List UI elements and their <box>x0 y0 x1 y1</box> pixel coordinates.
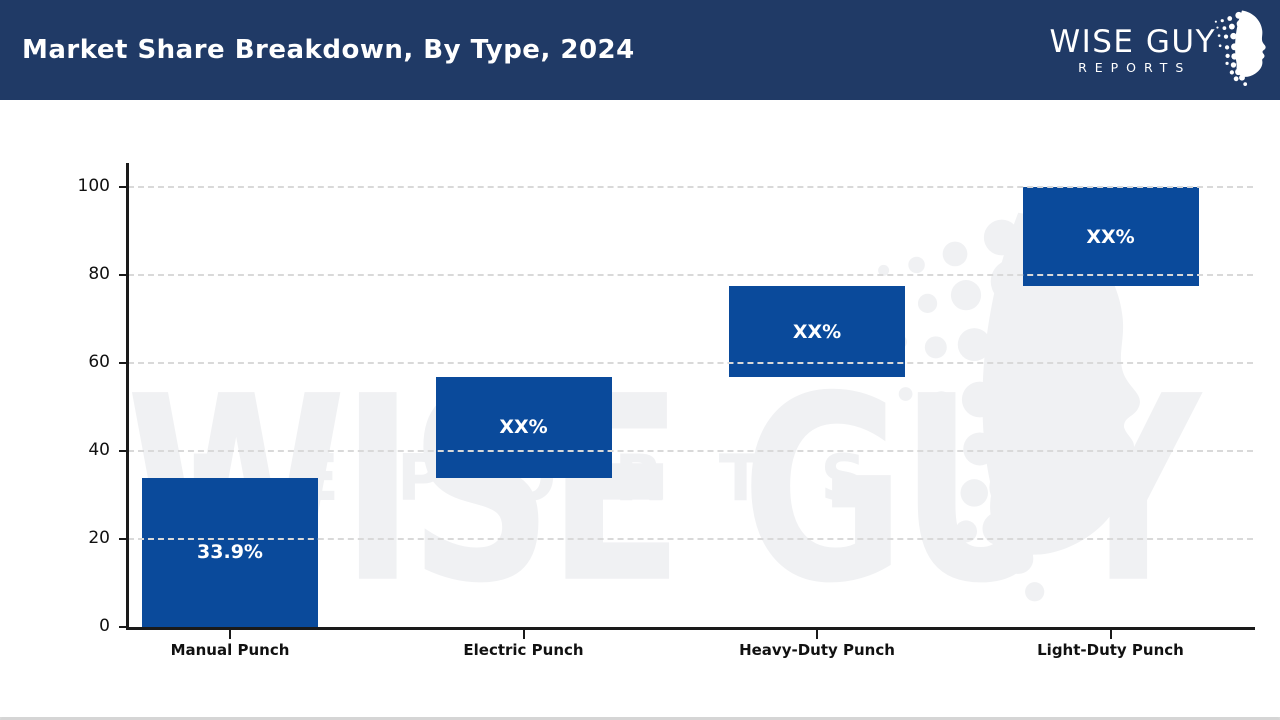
x-tick-mark <box>229 630 231 639</box>
logo-face-icon <box>1202 10 1266 90</box>
bar-value-label: 33.9% <box>197 541 263 564</box>
x-tick-mark <box>816 630 818 639</box>
y-tick-mark <box>119 186 128 188</box>
brand-logo: WISE GUY REPORTS <box>1049 10 1266 90</box>
y-tick-label: 100 <box>77 176 110 196</box>
page-title: Market Share Breakdown, By Type, 2024 <box>22 35 635 65</box>
y-tick-label: 0 <box>99 616 110 636</box>
bar-light-duty-punch: XX% <box>1022 187 1199 287</box>
y-tick-label: 40 <box>88 440 110 460</box>
y-tick-label: 80 <box>88 264 110 284</box>
gridline <box>128 186 1253 188</box>
header: Market Share Breakdown, By Type, 2024 WI… <box>0 0 1280 100</box>
x-tick-mark <box>522 630 525 639</box>
y-tick-mark <box>119 626 128 628</box>
y-tick-label: 20 <box>88 528 110 548</box>
gridline <box>128 362 1253 364</box>
x-tick-mark <box>1109 630 1112 639</box>
bar-manual-punch: 33.9% <box>142 477 318 627</box>
logo-subtext: REPORTS <box>1078 60 1192 76</box>
x-category-label: Electric Punch <box>463 641 584 659</box>
gridline <box>128 274 1253 276</box>
logo-wordmark: WISE GUY <box>1049 23 1216 60</box>
gridline <box>128 450 1253 452</box>
bar-heavy-duty-punch: XX% <box>729 286 905 377</box>
bar-value-label: XX% <box>499 416 548 439</box>
x-category-label: Manual Punch <box>170 641 290 659</box>
y-tick-mark <box>119 274 128 276</box>
y-tick-label: 60 <box>88 352 110 372</box>
y-tick-mark <box>119 450 128 452</box>
y-axis-line <box>126 163 129 629</box>
bar-electric-punch: XX% <box>435 376 612 478</box>
chart-area: WISE GUY REPORTS 0 20 40 60 80 100 33.9% Manual… <box>0 100 1280 717</box>
x-category-label: Light-Duty Punch <box>1037 641 1184 659</box>
y-tick-mark <box>119 538 128 540</box>
x-axis-line <box>126 627 1255 630</box>
gridline <box>128 538 1253 540</box>
bar-value-label: XX% <box>792 320 842 343</box>
bar-value-label: XX% <box>1086 225 1135 248</box>
x-category-label: Heavy-Duty Punch <box>739 641 895 659</box>
y-tick-mark <box>119 362 128 364</box>
brand-logo-text: WISE GUY REPORTS <box>1049 25 1216 75</box>
